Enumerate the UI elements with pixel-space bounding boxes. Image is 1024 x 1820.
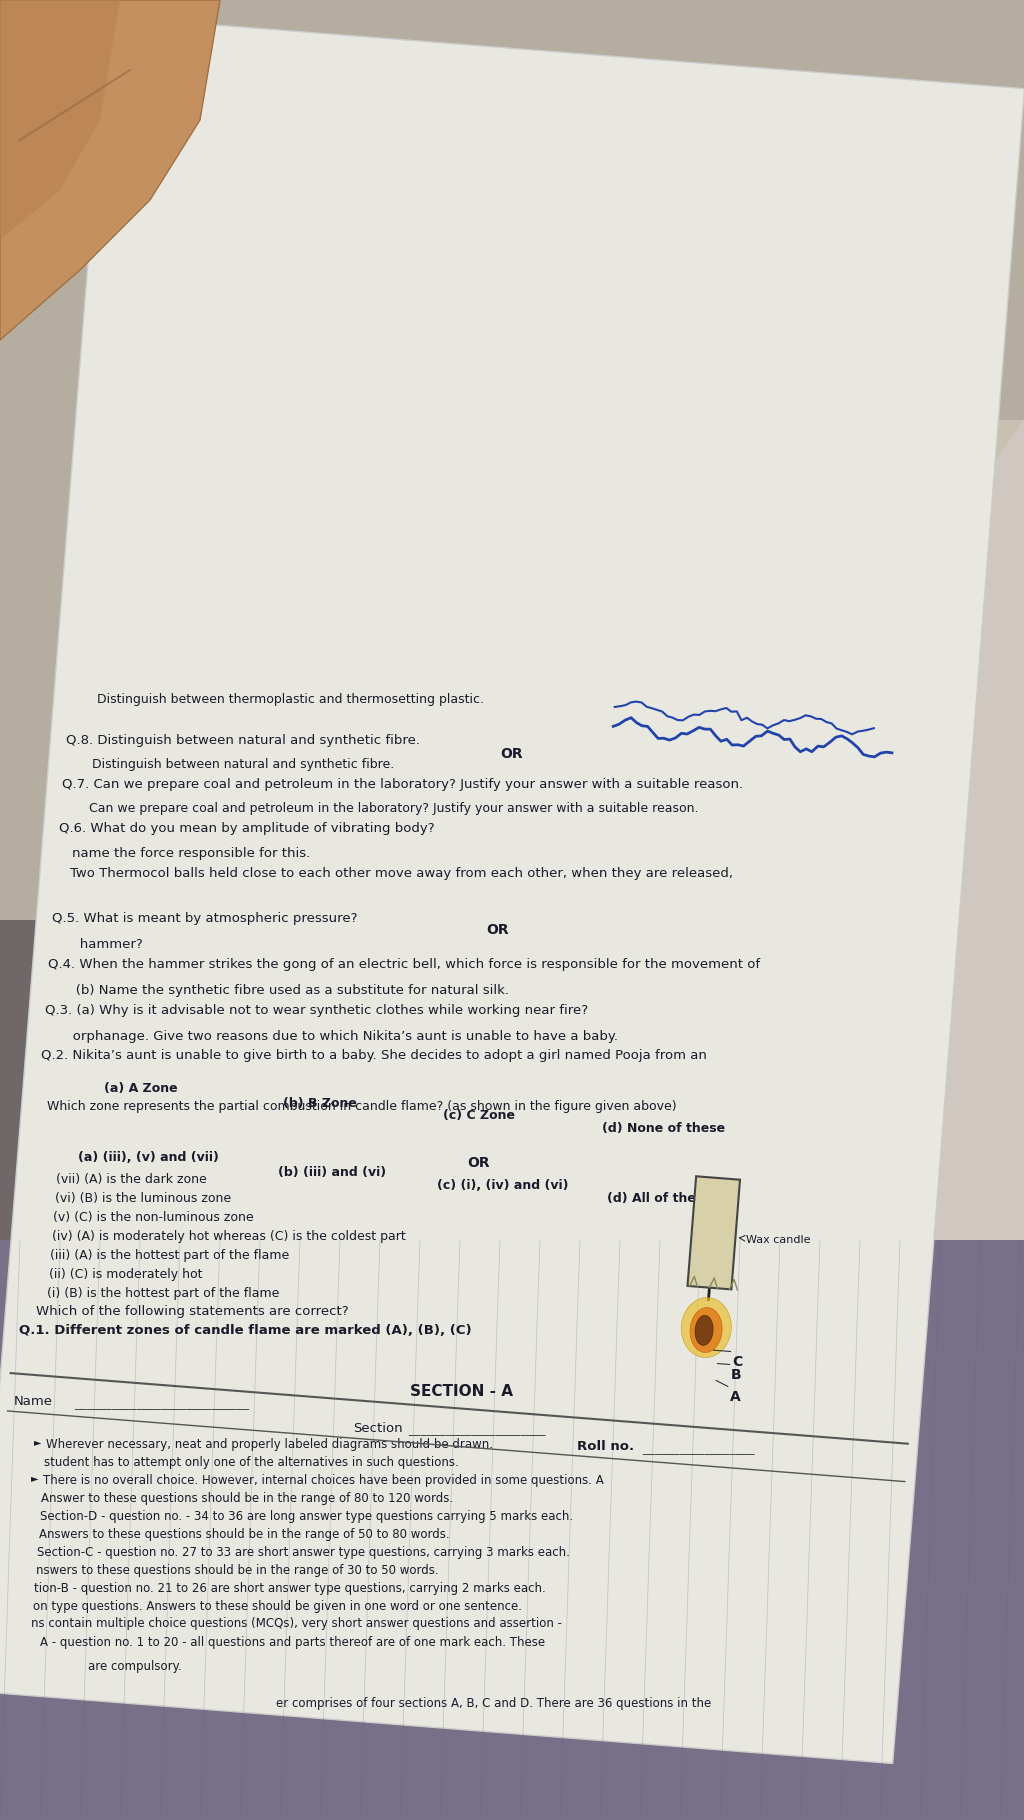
Text: er comprises of four sections A, B, C and D. There are 36 questions in the: er comprises of four sections A, B, C an… [276, 1696, 712, 1711]
Text: (c) (i), (iv) and (vi): (c) (i), (iv) and (vi) [437, 1179, 568, 1192]
Text: Section-D - question no. - 34 to 36 are long answer type questions carrying 5 ma: Section-D - question no. - 34 to 36 are … [40, 1511, 573, 1523]
Text: Wax candle: Wax candle [745, 1236, 810, 1245]
Text: ►: ► [31, 1472, 38, 1483]
Text: Q.4. When the hammer strikes the gong of an electric bell, which force is respon: Q.4. When the hammer strikes the gong of… [48, 957, 761, 970]
Text: B: B [731, 1367, 741, 1381]
Text: (b) Name the synthetic fibre used as a substitute for natural silk.: (b) Name the synthetic fibre used as a s… [46, 983, 509, 997]
Text: Q.5. What is meant by atmospheric pressure?: Q.5. What is meant by atmospheric pressu… [52, 912, 357, 925]
Polygon shape [681, 1298, 731, 1358]
Text: (d) All of these: (d) All of these [606, 1192, 712, 1205]
Text: hammer?: hammer? [50, 937, 142, 950]
Text: (vi) (B) is the luminous zone: (vi) (B) is the luminous zone [55, 1192, 231, 1205]
Text: on type questions. Answers to these should be given in one word or one sentence.: on type questions. Answers to these shou… [33, 1600, 522, 1613]
Text: (iii) (A) is the hottest part of the flame: (iii) (A) is the hottest part of the fla… [50, 1249, 290, 1261]
Text: name the force responsible for this.: name the force responsible for this. [72, 848, 310, 861]
FancyBboxPatch shape [0, 919, 1024, 1820]
Text: Name: Name [14, 1396, 53, 1409]
Text: Which of the following statements are correct?: Which of the following statements are co… [36, 1305, 348, 1318]
Text: Q.2. Nikita’s aunt is unable to give birth to a baby. She decides to adopt a gir: Q.2. Nikita’s aunt is unable to give bir… [41, 1050, 707, 1063]
Text: Which zone represents the partial combustion in candle flame? (as shown in the f: Which zone represents the partial combus… [47, 1099, 677, 1114]
Text: (b) B Zone: (b) B Zone [283, 1097, 357, 1110]
Text: Roll no.: Roll no. [578, 1440, 634, 1452]
Text: Distinguish between thermoplastic and thermosetting plastic.: Distinguish between thermoplastic and th… [70, 693, 484, 706]
Text: There is no overall choice. However, internal choices have been provided in some: There is no overall choice. However, int… [43, 1474, 603, 1487]
Text: Section-C - question no. 27 to 33 are short answer type questions, carrying 3 ma: Section-C - question no. 27 to 33 are sh… [37, 1545, 570, 1558]
Text: are compulsory.: are compulsory. [88, 1660, 182, 1673]
Polygon shape [695, 1316, 713, 1345]
Text: (a) (iii), (v) and (vii): (a) (iii), (v) and (vii) [78, 1150, 219, 1163]
Text: Distinguish between natural and synthetic fibre.: Distinguish between natural and syntheti… [63, 759, 394, 772]
Text: Section: Section [353, 1421, 402, 1436]
FancyBboxPatch shape [0, 1239, 1024, 1820]
Text: Q.3. (a) Why is it advisable not to wear synthetic clothes while working near fi: Q.3. (a) Why is it advisable not to wear… [45, 1003, 588, 1017]
Polygon shape [880, 420, 1024, 1239]
Text: tion-B - question no. 21 to 26 are short answer type questions, carrying 2 marks: tion-B - question no. 21 to 26 are short… [34, 1582, 546, 1594]
Text: Q.7. Can we prepare coal and petroleum in the laboratory? Justify your answer wi: Q.7. Can we prepare coal and petroleum i… [62, 779, 743, 792]
Text: Answer to these questions should be in the range of 80 to 120 words.: Answer to these questions should be in t… [41, 1492, 454, 1505]
Text: OR: OR [468, 1156, 490, 1170]
Text: (c) C Zone: (c) C Zone [442, 1108, 515, 1123]
Text: Can we prepare coal and petroleum in the laboratory? Justify your answer with a : Can we prepare coal and petroleum in the… [60, 803, 698, 815]
FancyBboxPatch shape [900, 420, 1024, 1420]
Text: nswers to these questions should be in the range of 30 to 50 words.: nswers to these questions should be in t… [36, 1563, 438, 1576]
Text: (d) None of these: (d) None of these [602, 1121, 725, 1134]
Polygon shape [690, 1307, 722, 1352]
Text: (b) (iii) and (vi): (b) (iii) and (vi) [278, 1167, 386, 1179]
Text: ►: ► [34, 1438, 41, 1447]
Text: (iv) (A) is moderately hot whereas (C) is the coldest part: (iv) (A) is moderately hot whereas (C) i… [52, 1230, 406, 1243]
FancyBboxPatch shape [0, 0, 1024, 919]
Text: (ii) (C) is moderately hot: (ii) (C) is moderately hot [49, 1269, 203, 1281]
Text: SECTION - A: SECTION - A [410, 1385, 513, 1400]
Text: (i) (B) is the hottest part of the flame: (i) (B) is the hottest part of the flame [47, 1287, 280, 1299]
Text: OR: OR [486, 923, 509, 937]
Text: (v) (C) is the non-luminous zone: (v) (C) is the non-luminous zone [53, 1210, 254, 1225]
Text: ______________________: ______________________ [408, 1423, 546, 1436]
Text: orphanage. Give two reasons due to which Nikita’s aunt is unable to have a baby.: orphanage. Give two reasons due to which… [43, 1030, 617, 1043]
Text: ns contain multiple choice questions (MCQs), very short answer questions and ass: ns contain multiple choice questions (MC… [32, 1618, 562, 1631]
Text: Q.1. Different zones of candle flame are marked (A), (B), (C): Q.1. Different zones of candle flame are… [19, 1323, 472, 1336]
Text: A - question no. 1 to 20 - all questions and parts thereof are of one mark each.: A - question no. 1 to 20 - all questions… [40, 1636, 545, 1649]
Text: A: A [729, 1389, 740, 1403]
Text: student has to attempt only one of the alternatives in such questions.: student has to attempt only one of the a… [44, 1456, 459, 1469]
Text: ____________________________: ____________________________ [74, 1398, 249, 1410]
Text: Q.6. What do you mean by amplitude of vibrating body?: Q.6. What do you mean by amplitude of vi… [59, 823, 434, 835]
Text: Q.8. Distinguish between natural and synthetic fibre.: Q.8. Distinguish between natural and syn… [66, 735, 420, 748]
Text: __________________: __________________ [642, 1441, 755, 1454]
Polygon shape [0, 0, 120, 240]
Text: Two Thermocol balls held close to each other move away from each other, when the: Two Thermocol balls held close to each o… [71, 866, 733, 881]
Text: (vii) (A) is the dark zone: (vii) (A) is the dark zone [56, 1174, 207, 1187]
Polygon shape [0, 0, 220, 340]
Text: C: C [732, 1354, 742, 1369]
Text: Wherever necessary, neat and properly labeled diagrams should be drawn.: Wherever necessary, neat and properly la… [46, 1438, 493, 1451]
Text: Answers to these questions should be in the range of 50 to 80 words.: Answers to these questions should be in … [39, 1527, 450, 1542]
Text: OR: OR [500, 748, 522, 761]
Polygon shape [0, 16, 1024, 1764]
Polygon shape [687, 1176, 740, 1289]
Text: (a) A Zone: (a) A Zone [103, 1083, 177, 1096]
